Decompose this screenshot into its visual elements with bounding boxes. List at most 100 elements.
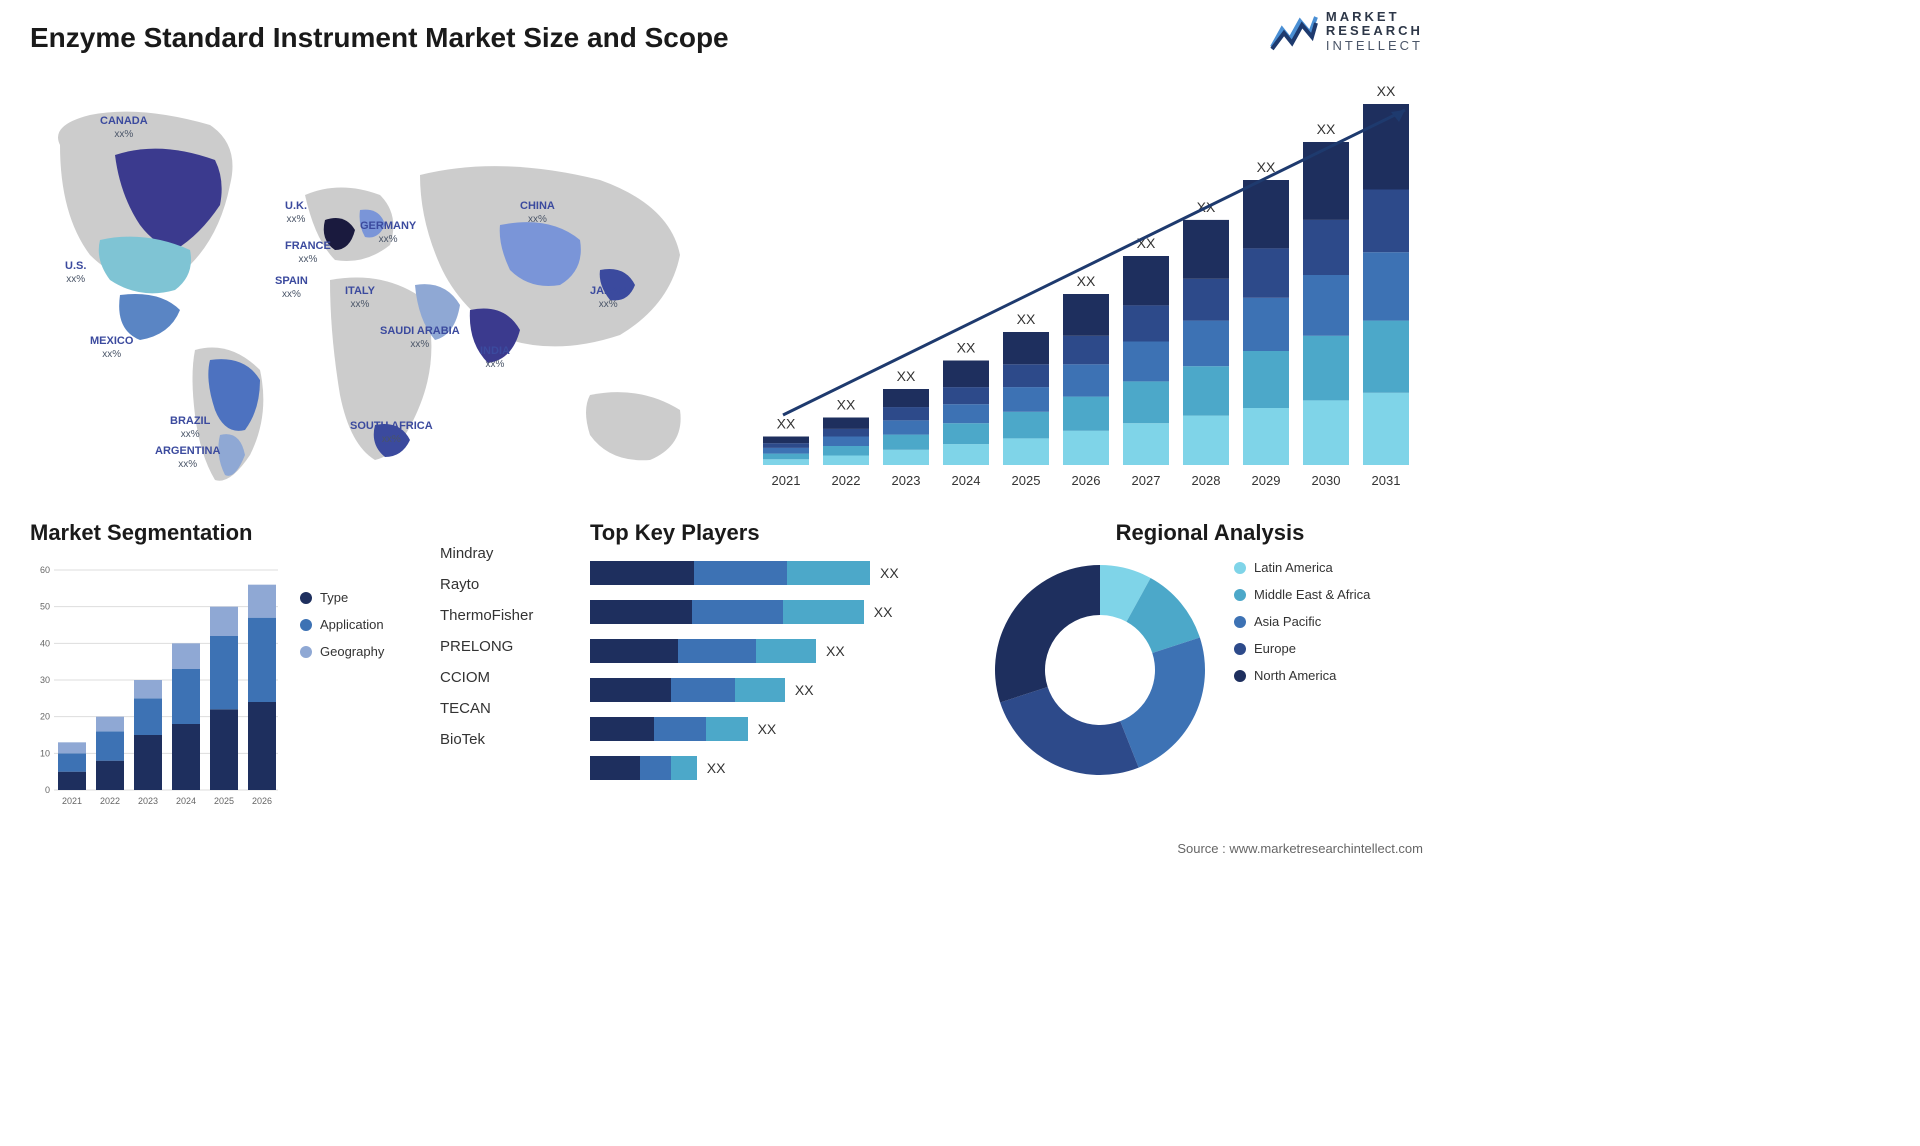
seg-bar-segment <box>134 698 162 735</box>
growth-bar-segment <box>1363 393 1409 465</box>
segmentation-legend: TypeApplicationGeography <box>300 590 384 810</box>
growth-bar-segment <box>1243 408 1289 465</box>
map-label-u-s-: U.S.xx% <box>65 260 86 286</box>
growth-bar-segment <box>1123 305 1169 341</box>
legend-label: Type <box>320 590 348 605</box>
player-bar-segment <box>590 717 654 741</box>
growth-year-label: 2021 <box>772 473 801 488</box>
growth-bar-segment <box>1063 431 1109 465</box>
growth-year-label: 2030 <box>1312 473 1341 488</box>
growth-bar-segment <box>1003 387 1049 412</box>
donut-slice <box>1000 687 1139 775</box>
map-label-france: FRANCExx% <box>285 240 331 266</box>
growth-bar-segment <box>1243 248 1289 297</box>
seg-bar-segment <box>58 772 86 790</box>
player-bar-stack <box>590 678 785 702</box>
player-bar-label: XX <box>874 604 893 620</box>
logo-line3: INTELLECT <box>1326 39 1423 53</box>
growth-bar-segment <box>883 407 929 420</box>
growth-bar-segment <box>1063 294 1109 336</box>
seg-bar-segment <box>96 731 124 760</box>
player-bar-segment <box>692 600 783 624</box>
legend-dot <box>300 619 312 631</box>
growth-bar-label: XX <box>837 397 856 413</box>
seg-bar-segment <box>96 761 124 790</box>
legend-dot <box>1234 643 1246 655</box>
growth-year-label: 2026 <box>1072 473 1101 488</box>
player-bar-segment <box>671 756 697 780</box>
y-tick-label: 10 <box>40 748 50 758</box>
segmentation-title: Market Segmentation <box>30 520 430 546</box>
growth-bar-segment <box>1063 336 1109 365</box>
player-bar-stack <box>590 756 697 780</box>
growth-bar-segment <box>1123 342 1169 382</box>
legend-label: North America <box>1254 668 1336 683</box>
seg-bar-segment <box>172 669 200 724</box>
player-bar-row: XX <box>590 638 970 664</box>
regional-legend-item: Europe <box>1234 641 1370 656</box>
growth-bar-segment <box>883 435 929 450</box>
growth-bar-chart: XX2021XX2022XX2023XX2024XX2025XX2026XX20… <box>753 85 1413 495</box>
player-bar-segment <box>590 756 640 780</box>
player-bar-row: XX <box>590 716 970 742</box>
seg-bar-segment <box>248 585 276 618</box>
source-attribution: Source : www.marketresearchintellect.com <box>1177 841 1423 856</box>
page-title: Enzyme Standard Instrument Market Size a… <box>30 22 729 54</box>
growth-bar-segment <box>1363 104 1409 190</box>
player-bar-segment <box>590 600 692 624</box>
growth-bar-segment <box>1003 412 1049 439</box>
player-bar-segment <box>783 600 864 624</box>
map-label-canada: CANADAxx% <box>100 115 148 141</box>
player-name: Mindray <box>440 545 580 562</box>
y-tick-label: 0 <box>45 785 50 795</box>
regional-legend-item: Middle East & Africa <box>1234 587 1370 602</box>
seg-year-label: 2021 <box>62 796 82 806</box>
player-bar-segment <box>756 639 816 663</box>
y-tick-label: 50 <box>40 602 50 612</box>
growth-bar-segment <box>823 418 869 429</box>
growth-bar-segment <box>1183 366 1229 415</box>
legend-label: Europe <box>1254 641 1296 656</box>
players-title: Top Key Players <box>590 520 970 546</box>
logo-icon <box>1270 11 1318 51</box>
growth-year-label: 2025 <box>1012 473 1041 488</box>
regional-title: Regional Analysis <box>990 520 1430 546</box>
player-bar-segment <box>590 678 671 702</box>
growth-bar-segment <box>763 443 809 448</box>
player-bar-segment <box>735 678 785 702</box>
player-name: CCIOM <box>440 669 580 686</box>
growth-bar-segment <box>1363 321 1409 393</box>
growth-bar-segment <box>823 429 869 437</box>
player-name: BioTek <box>440 731 580 748</box>
growth-bar-segment <box>1183 416 1229 465</box>
growth-bar-label: XX <box>957 340 976 356</box>
player-bar-label: XX <box>758 721 777 737</box>
map-label-japan: JAPANxx% <box>590 285 626 311</box>
growth-bar-segment <box>1123 423 1169 465</box>
legend-label: Asia Pacific <box>1254 614 1321 629</box>
player-bar-stack <box>590 600 864 624</box>
player-bar-segment <box>678 639 756 663</box>
growth-bar-label: XX <box>1077 273 1096 289</box>
player-bar-stack <box>590 561 870 585</box>
growth-bar-segment <box>883 450 929 465</box>
growth-bar-segment <box>763 454 809 460</box>
player-bar-segment <box>590 561 694 585</box>
map-label-china: CHINAxx% <box>520 200 555 226</box>
seg-bar-segment <box>134 735 162 790</box>
growth-year-label: 2022 <box>832 473 861 488</box>
growth-bar-segment <box>1363 190 1409 253</box>
seg-year-label: 2024 <box>176 796 196 806</box>
growth-bar-segment <box>1363 252 1409 320</box>
donut-chart <box>990 560 1210 780</box>
growth-bar-segment <box>763 459 809 465</box>
player-bar-segment <box>654 717 706 741</box>
growth-bar-label: XX <box>777 416 796 432</box>
growth-bar-label: XX <box>1317 121 1336 137</box>
map-label-argentina: ARGENTINAxx% <box>155 445 220 471</box>
growth-bar-label: XX <box>1017 311 1036 327</box>
growth-bar-segment <box>883 420 929 434</box>
player-bar-label: XX <box>795 682 814 698</box>
growth-year-label: 2023 <box>892 473 921 488</box>
growth-bar-segment <box>1243 351 1289 408</box>
